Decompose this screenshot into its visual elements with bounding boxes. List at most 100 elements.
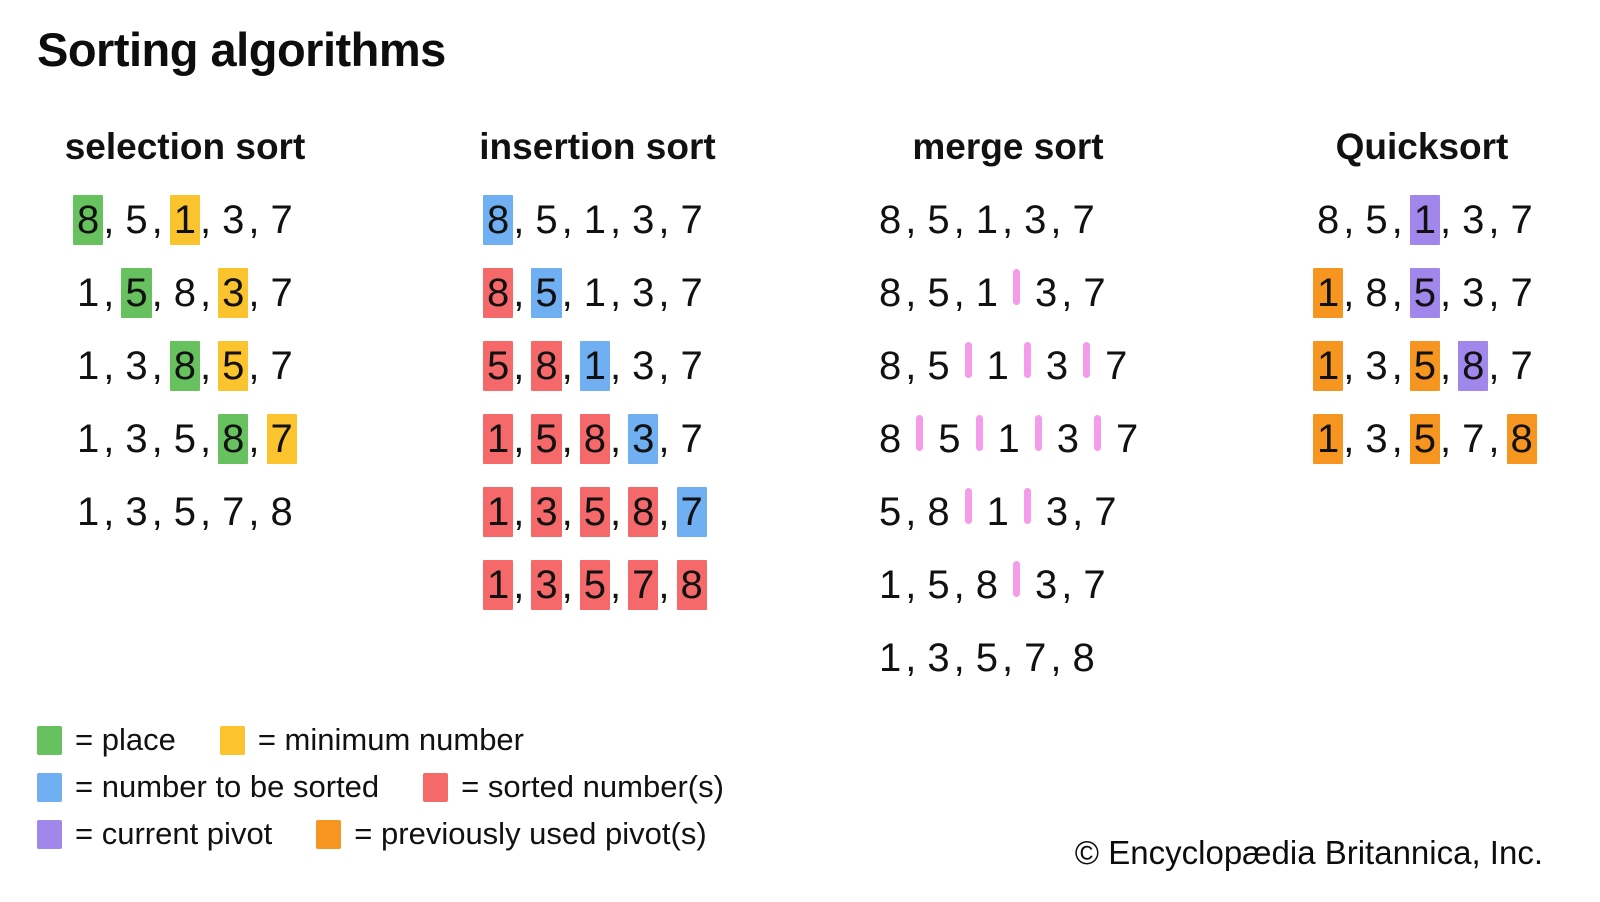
sequence-row: 1,8,5,3,7: [1313, 257, 1533, 330]
comma-separator: ,: [953, 636, 965, 680]
number-cell: 5: [173, 417, 196, 461]
comma-separator: ,: [248, 490, 260, 534]
comma-separator: ,: [200, 490, 212, 534]
number-cell: 7: [1510, 344, 1533, 388]
sequence-row: 1,3,5,8,7: [483, 476, 745, 549]
comma-separator: ,: [103, 198, 115, 242]
comma-separator: ,: [610, 198, 622, 242]
number-cell: 3: [632, 198, 655, 242]
number-cell: 3: [1462, 198, 1485, 242]
number-cell: 7: [1094, 490, 1117, 534]
sequence-row: 1,3,8,5,7: [73, 330, 330, 403]
sequence-row: 8,5,1,3,7: [483, 257, 745, 330]
number-cell: 8: [975, 563, 998, 607]
comma-separator: ,: [1391, 198, 1403, 242]
number-cell: 5: [173, 490, 196, 534]
number-cell: 7: [680, 417, 703, 461]
number-cell: 7: [1072, 198, 1095, 242]
comma-separator: ,: [513, 563, 525, 607]
comma-separator: ,: [513, 271, 525, 315]
number-cell: 1: [77, 490, 100, 534]
comma-separator: ,: [513, 417, 525, 461]
number-cell-previous_pivot: 5: [1409, 341, 1440, 391]
comma-separator: ,: [1391, 344, 1403, 388]
legend-item-to_be_sorted: = number to be sorted: [37, 769, 379, 805]
number-cell: 1: [975, 271, 998, 315]
split-divider: [975, 415, 983, 451]
number-cell: 8: [879, 271, 902, 315]
number-cell-to_be_sorted: 3: [628, 414, 659, 464]
number-cell: 3: [1035, 563, 1058, 607]
number-cell: 7: [270, 198, 293, 242]
number-cell-sorted: 8: [579, 414, 610, 464]
legend-item-minimum: = minimum number: [219, 722, 524, 758]
number-cell-previous_pivot: 5: [1409, 414, 1440, 464]
legend-item-previous_pivot: = previously used pivot(s): [316, 815, 707, 852]
comma-separator: ,: [905, 636, 917, 680]
split-divider: [1083, 342, 1091, 378]
legend-row: = place = minimum number: [37, 716, 724, 763]
comma-separator: ,: [1061, 271, 1073, 315]
column-header-merge: merge sort: [912, 126, 1104, 167]
number-cell: 8: [1072, 636, 1095, 680]
page-title: Sorting algorithms: [37, 23, 446, 76]
number-cell-to_be_sorted: 5: [531, 268, 562, 318]
column-insertion: insertion sort 8, 5, 1, 3, 7 8, 5, 1, 3, 7 5, 8, 1, 3,…: [450, 126, 745, 622]
comma-separator: ,: [658, 490, 670, 534]
number-cell: 3: [632, 344, 655, 388]
comma-separator: ,: [103, 271, 115, 315]
number-cell: 5: [879, 490, 902, 534]
legend-label: = previously used pivot(s): [354, 815, 707, 851]
number-cell: 7: [1083, 271, 1106, 315]
sequence-row: 1,3,5,7,8: [1313, 403, 1537, 476]
legend-label: = current pivot: [75, 815, 273, 851]
number-cell: 3: [1045, 490, 1069, 534]
number-cell-sorted: 7: [628, 560, 659, 610]
number-cell: 8: [879, 344, 902, 388]
number-cell: 1: [975, 198, 998, 242]
number-cell-sorted: 3: [531, 487, 562, 537]
split-divider: [1023, 342, 1031, 378]
column-merge: merge sort 8, 5, 1, 3, 7 8, 5, 1 3, 7 8, 5 1 3 7 8 5 1 3 7 5,…: [855, 126, 1161, 695]
number-cell: 7: [1510, 271, 1533, 315]
number-cell: 7: [1462, 417, 1485, 461]
comma-separator: ,: [561, 344, 573, 388]
legend-color-chip-to_be_sorted: [37, 772, 62, 802]
sequence-row: 8,5,1,3,7: [875, 184, 1161, 257]
comma-separator: ,: [610, 417, 622, 461]
number-cell-place: 8: [73, 195, 104, 245]
number-cell-to_be_sorted: 1: [579, 341, 610, 391]
comma-separator: ,: [200, 344, 212, 388]
comma-separator: ,: [248, 417, 260, 461]
legend-color-chip-previous_pivot: [316, 819, 342, 849]
comma-separator: ,: [610, 344, 622, 388]
comma-separator: ,: [561, 417, 573, 461]
comma-separator: ,: [905, 198, 917, 242]
number-cell-minimum: 5: [218, 341, 249, 391]
number-cell-sorted: 1: [483, 560, 514, 610]
legend-label: = number to be sorted: [75, 768, 380, 804]
split-divider: [1013, 269, 1020, 305]
number-cell: 1: [583, 271, 606, 315]
number-cell: 7: [222, 490, 245, 534]
number-cell: 3: [632, 271, 655, 315]
number-cell: 3: [1365, 344, 1388, 388]
comma-separator: ,: [1050, 198, 1062, 242]
number-cell: 1: [879, 636, 902, 680]
sequence-row: 1,3,5,8,7: [1313, 330, 1533, 403]
number-cell-place: 5: [121, 268, 152, 318]
comma-separator: ,: [610, 490, 622, 534]
number-cell-previous_pivot: 1: [1313, 414, 1344, 464]
legend-item-place: = place: [37, 722, 176, 758]
number-cell: 1: [77, 271, 100, 315]
legend-color-chip-place: [37, 725, 62, 755]
number-cell: 7: [1024, 636, 1047, 680]
split-divider: [1023, 488, 1031, 524]
split-divider: [916, 415, 924, 451]
comma-separator: ,: [248, 271, 260, 315]
number-cell: 3: [125, 417, 148, 461]
number-cell: 3: [125, 344, 148, 388]
